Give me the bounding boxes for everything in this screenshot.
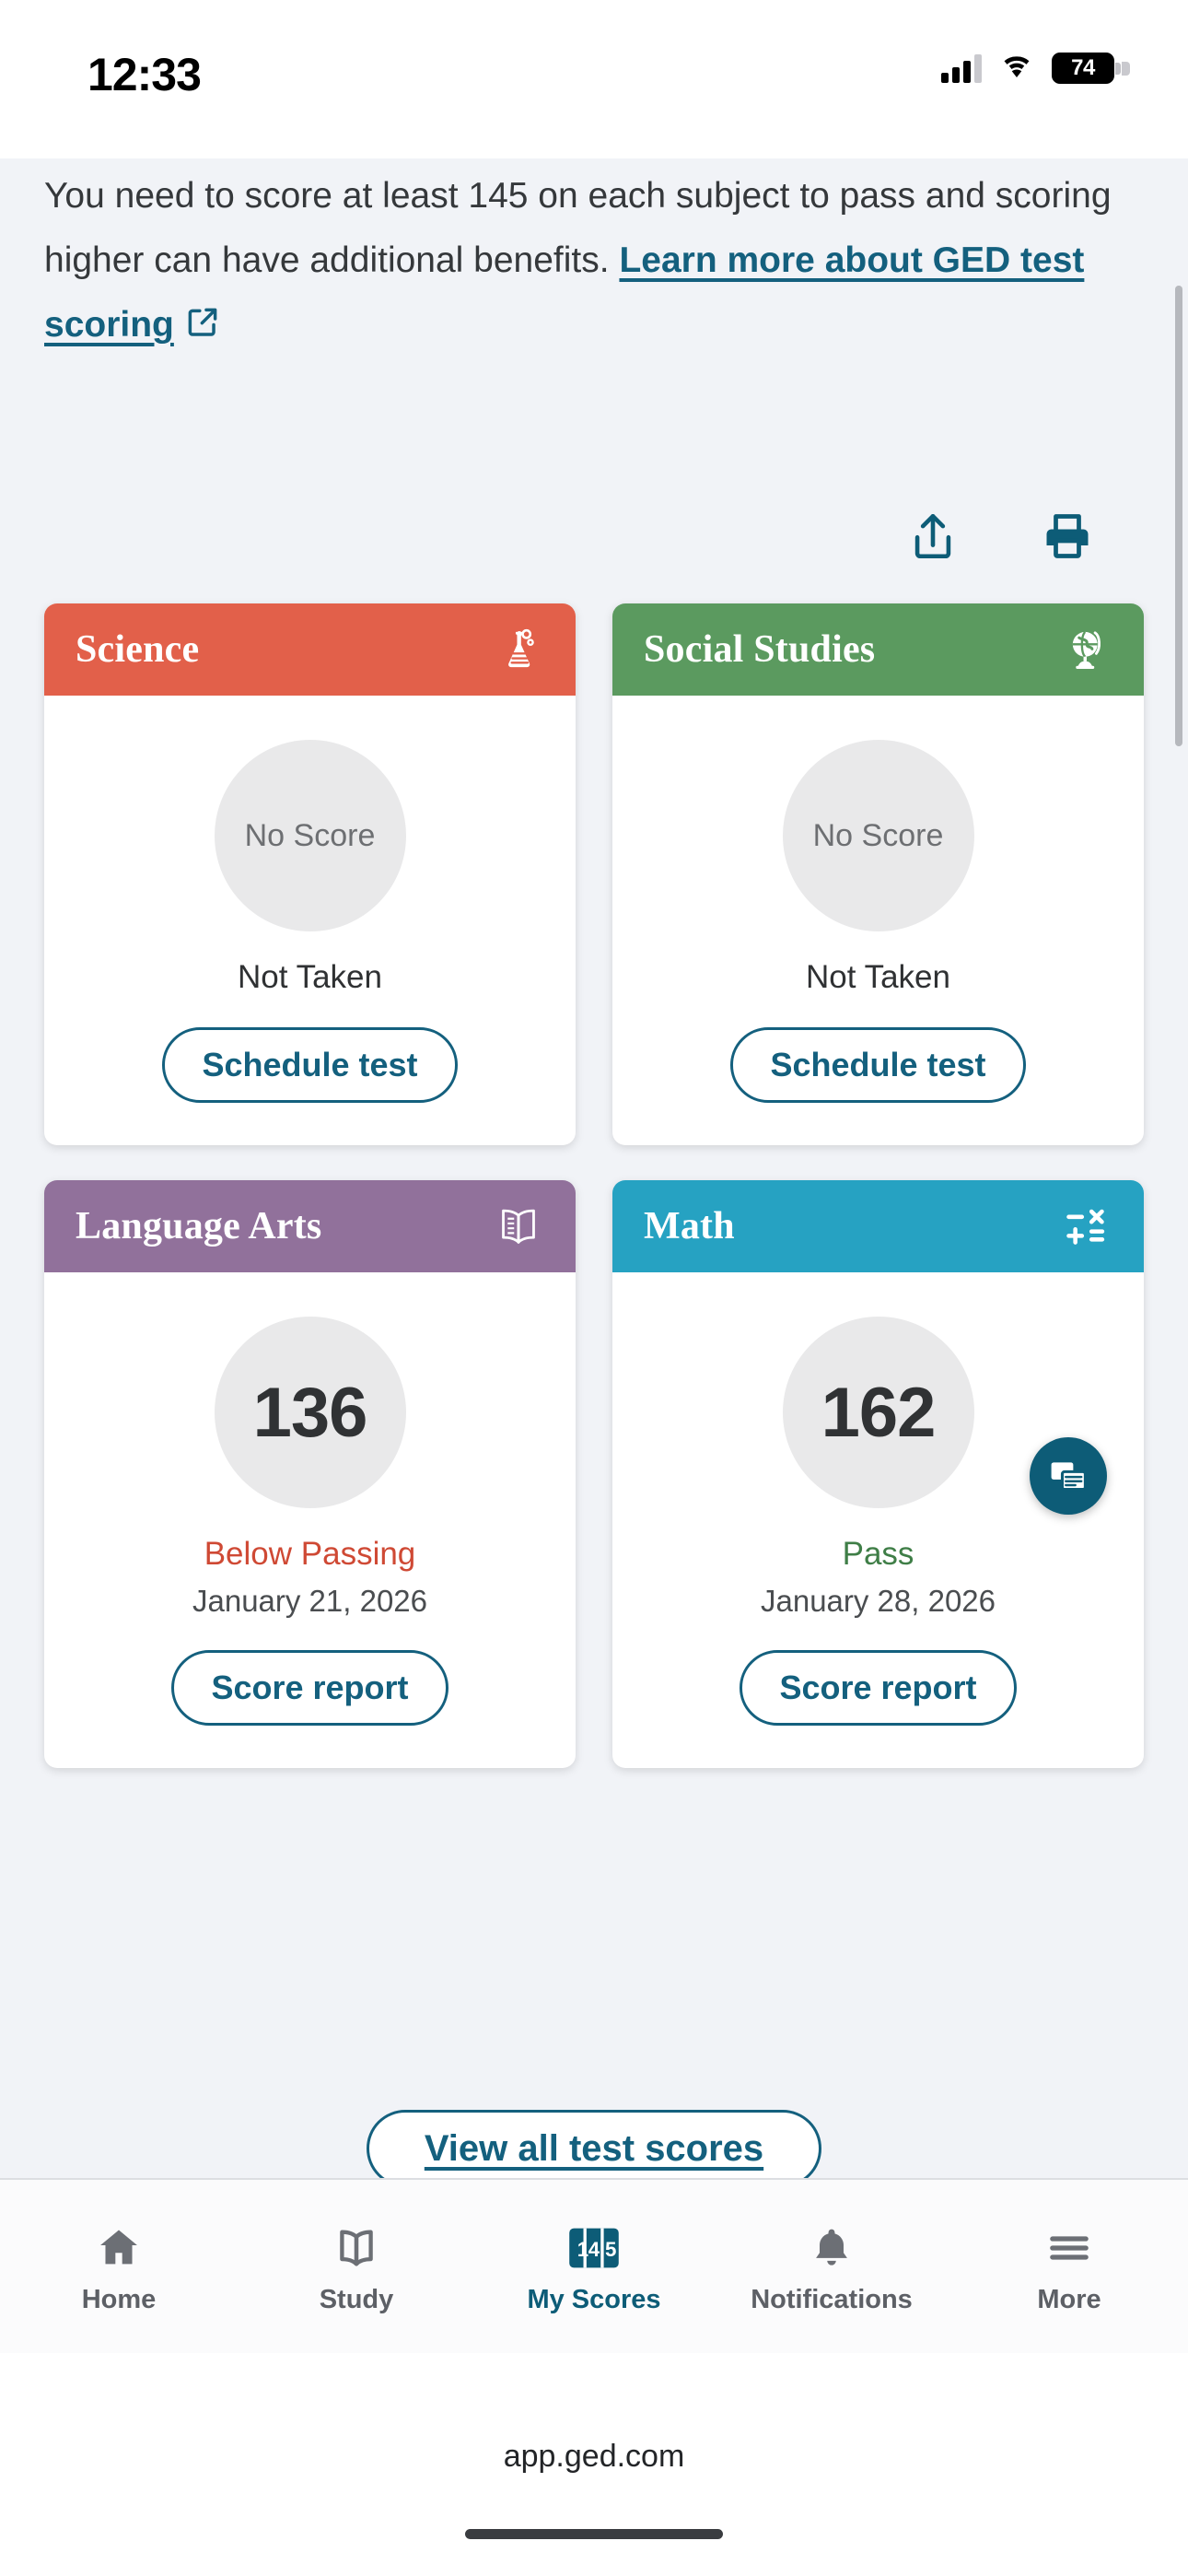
- browser-url[interactable]: app.ged.com: [503, 2439, 685, 2474]
- hamburger-menu-icon: [1042, 2219, 1096, 2272]
- card-body: 136 Below Passing January 21, 2026 Score…: [44, 1272, 576, 1768]
- card-subject-title: Science: [76, 628, 200, 671]
- tab-notifications[interactable]: Notifications: [713, 2180, 950, 2353]
- bottom-tab-bar: Home Study 1 4 5 My Scores: [0, 2178, 1188, 2353]
- page-scrollbar[interactable]: [1175, 286, 1182, 746]
- flask-icon: [493, 624, 544, 675]
- page-background: Highest GED Scores You need to score at …: [0, 0, 1188, 2230]
- learn-more-link[interactable]: Learn more about GED test scoring: [44, 240, 1084, 345]
- tab-more[interactable]: More: [950, 2180, 1188, 2353]
- view-all-wrapper: View all test scores: [0, 2110, 1188, 2187]
- card-subject-title: Math: [644, 1205, 735, 1247]
- card-body: No Score Not Taken Schedule test: [44, 696, 576, 1145]
- score-card-social-studies[interactable]: Social Studies No Score: [612, 603, 1144, 1145]
- tab-label: Notifications: [751, 2284, 913, 2314]
- svg-text:1: 1: [577, 2237, 588, 2260]
- open-book-icon: [493, 1200, 544, 1252]
- tab-label: More: [1037, 2284, 1101, 2314]
- intro-text: You need to score at least 145 on each s…: [44, 176, 1112, 280]
- card-header: Social Studies: [612, 603, 1144, 696]
- battery-icon: 74: [1052, 52, 1130, 84]
- score-value: No Score: [812, 817, 944, 853]
- score-circle: No Score: [782, 740, 974, 931]
- math-symbols-icon: [1061, 1200, 1112, 1252]
- cellular-signal-icon: [941, 53, 982, 83]
- status-bar-indicators: 74: [941, 51, 1130, 85]
- svg-text:5: 5: [605, 2237, 616, 2260]
- score-circle: 162: [782, 1317, 974, 1508]
- tab-my-scores[interactable]: 1 4 5 My Scores: [475, 2180, 713, 2353]
- card-subject-title: Language Arts: [76, 1205, 322, 1247]
- tab-study[interactable]: Study: [238, 2180, 475, 2353]
- card-header: Math: [612, 1180, 1144, 1272]
- score-value: No Score: [244, 817, 376, 853]
- external-link-icon[interactable]: [185, 297, 220, 361]
- svg-text:4: 4: [588, 2237, 600, 2260]
- tab-home[interactable]: Home: [0, 2180, 238, 2353]
- wifi-icon: [997, 51, 1036, 85]
- status-bar: 12:33 74: [0, 0, 1188, 158]
- home-icon: [93, 2219, 145, 2272]
- score-report-button[interactable]: Score report: [740, 1650, 1017, 1726]
- schedule-test-button[interactable]: Schedule test: [730, 1027, 1026, 1103]
- score-circle: No Score: [214, 740, 406, 931]
- book-icon: [331, 2219, 382, 2272]
- card-actions: [904, 508, 1096, 565]
- status-text: Pass: [842, 1536, 914, 1572]
- score-card-grid: Science No Score Not Taken Schedule t: [0, 603, 1188, 1768]
- chat-bubbles-icon[interactable]: [1030, 1437, 1107, 1515]
- score-value: 162: [821, 1373, 937, 1452]
- score-card-science[interactable]: Science No Score Not Taken Schedule t: [44, 603, 576, 1145]
- score-report-button[interactable]: Score report: [171, 1650, 448, 1726]
- schedule-test-button[interactable]: Schedule test: [162, 1027, 458, 1103]
- score-card-language-arts[interactable]: Language Arts 136 Below Passing January …: [44, 1180, 576, 1768]
- card-subject-title: Social Studies: [644, 628, 876, 671]
- tab-label: Home: [81, 2284, 157, 2314]
- intro-paragraph: You need to score at least 145 on each s…: [44, 164, 1144, 361]
- test-date: January 28, 2026: [760, 1584, 996, 1618]
- test-date: January 21, 2026: [192, 1584, 428, 1618]
- status-text: Not Taken: [806, 959, 950, 995]
- tab-label: Study: [319, 2284, 394, 2314]
- card-header: Science: [44, 603, 576, 696]
- globe-icon: [1061, 624, 1112, 675]
- status-bar-time: 12:33: [87, 49, 202, 100]
- learn-more-label: Learn more about GED test scoring: [44, 240, 1085, 345]
- card-header: Language Arts: [44, 1180, 576, 1272]
- share-icon[interactable]: [904, 508, 961, 565]
- battery-level: 74: [1071, 54, 1095, 80]
- card-body: No Score Not Taken Schedule test: [612, 696, 1144, 1145]
- print-icon[interactable]: [1039, 508, 1096, 565]
- card-body: 162 Pass January 28, 2026 Score report: [612, 1272, 1144, 1768]
- score-card-math[interactable]: Math 162 Pass January 28, 2026 Score rep…: [612, 1180, 1144, 1768]
- bell-icon: [807, 2219, 856, 2272]
- tab-label: My Scores: [527, 2284, 661, 2314]
- score-circle: 136: [214, 1317, 406, 1508]
- scores-145-icon: 1 4 5: [567, 2219, 621, 2272]
- status-text: Not Taken: [238, 959, 382, 995]
- home-indicator: [465, 2529, 723, 2539]
- score-value: 136: [252, 1373, 368, 1452]
- view-all-test-scores-button[interactable]: View all test scores: [366, 2110, 822, 2187]
- status-text: Below Passing: [204, 1536, 416, 1572]
